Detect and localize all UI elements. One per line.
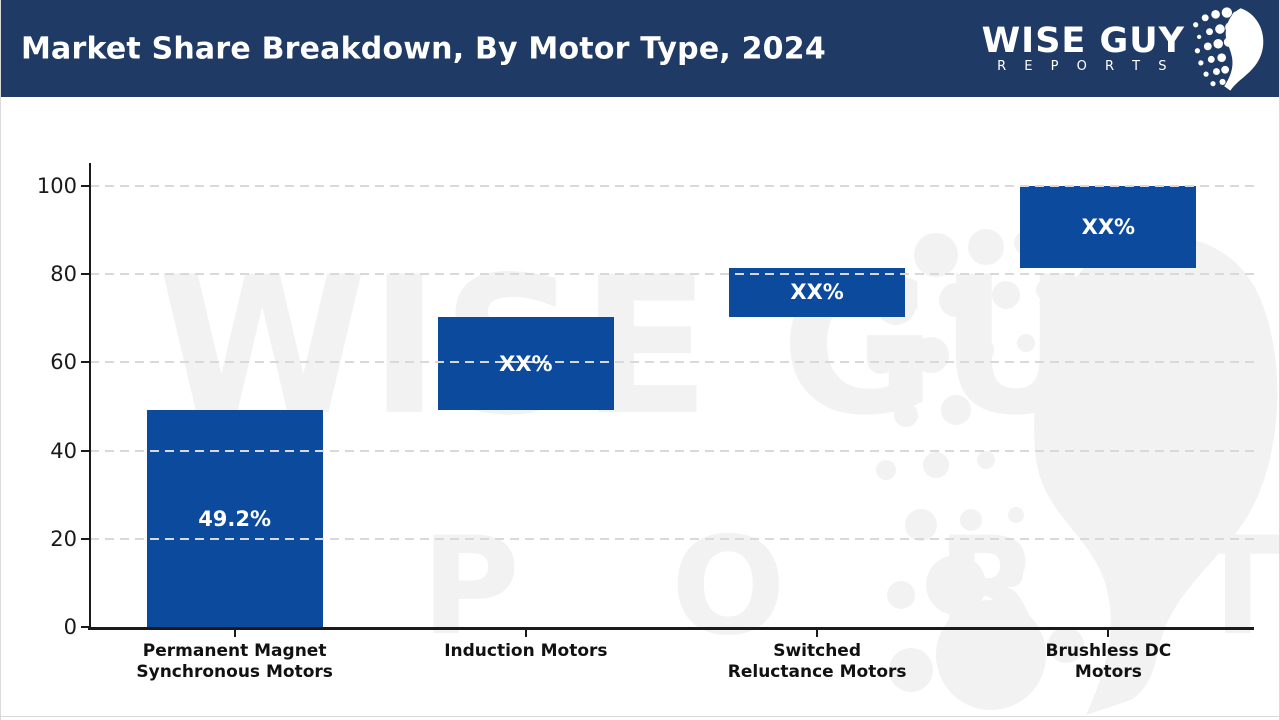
gridline-40 xyxy=(90,449,1254,452)
x-category-label: Induction Motors xyxy=(444,641,608,661)
x-axis-spine xyxy=(88,627,1254,630)
gridline-80 xyxy=(90,273,1254,276)
bar-value-label: 49.2% xyxy=(198,506,272,531)
y-tick-label: 0 xyxy=(63,615,77,639)
logo-wordmark-line1: WISE GUY xyxy=(981,20,1185,61)
y-tick-label: 100 xyxy=(36,174,77,198)
bar-4 xyxy=(1020,186,1197,268)
x-tick-mark xyxy=(233,629,236,637)
gridline-60 xyxy=(90,361,1254,364)
wise-guy-logo: WISE GUY R E P O R T S xyxy=(982,6,1265,91)
bar-1 xyxy=(146,410,323,627)
y-tick-mark xyxy=(81,273,89,276)
y-tick-label: 60 xyxy=(50,350,77,375)
y-tick-mark xyxy=(81,361,89,364)
x-tick-mark xyxy=(1107,629,1110,637)
y-tick-mark xyxy=(81,537,89,540)
y-tick-label: 40 xyxy=(50,438,77,463)
bottom-border xyxy=(1,716,1279,717)
logo-wordmark-line2: R E P O R T S xyxy=(997,58,1174,74)
page-title: Market Share Breakdown, By Motor Type, 2… xyxy=(21,31,826,66)
y-axis-spine xyxy=(89,163,91,630)
y-tick-mark xyxy=(81,185,89,187)
x-category-label: Brushless DC Motors xyxy=(1045,641,1172,682)
bar-value-label: XX% xyxy=(1081,214,1136,239)
bar-2 xyxy=(437,316,614,411)
x-tick-mark xyxy=(816,629,819,637)
logo-wordmark: WISE GUY R E P O R T S xyxy=(982,23,1185,75)
y-tick-label: 20 xyxy=(50,526,77,551)
y-tick-mark xyxy=(81,626,89,628)
bar-value-label: XX% xyxy=(790,280,844,305)
bar-value-label: XX% xyxy=(499,351,553,376)
gridline-20 xyxy=(90,537,1254,540)
x-tick-mark xyxy=(524,629,527,637)
x-category-label: Switched Reluctance Motors xyxy=(727,641,907,682)
header: Market Share Breakdown, By Motor Type, 2… xyxy=(1,0,1279,97)
x-category-label: Permanent Magnet Synchronous Motors xyxy=(136,641,333,682)
gridline-100 xyxy=(90,185,1254,187)
logo-face-icon xyxy=(1193,6,1264,91)
bar-3 xyxy=(729,267,906,317)
y-tick-label: 80 xyxy=(50,262,77,287)
y-tick-mark xyxy=(81,449,89,452)
